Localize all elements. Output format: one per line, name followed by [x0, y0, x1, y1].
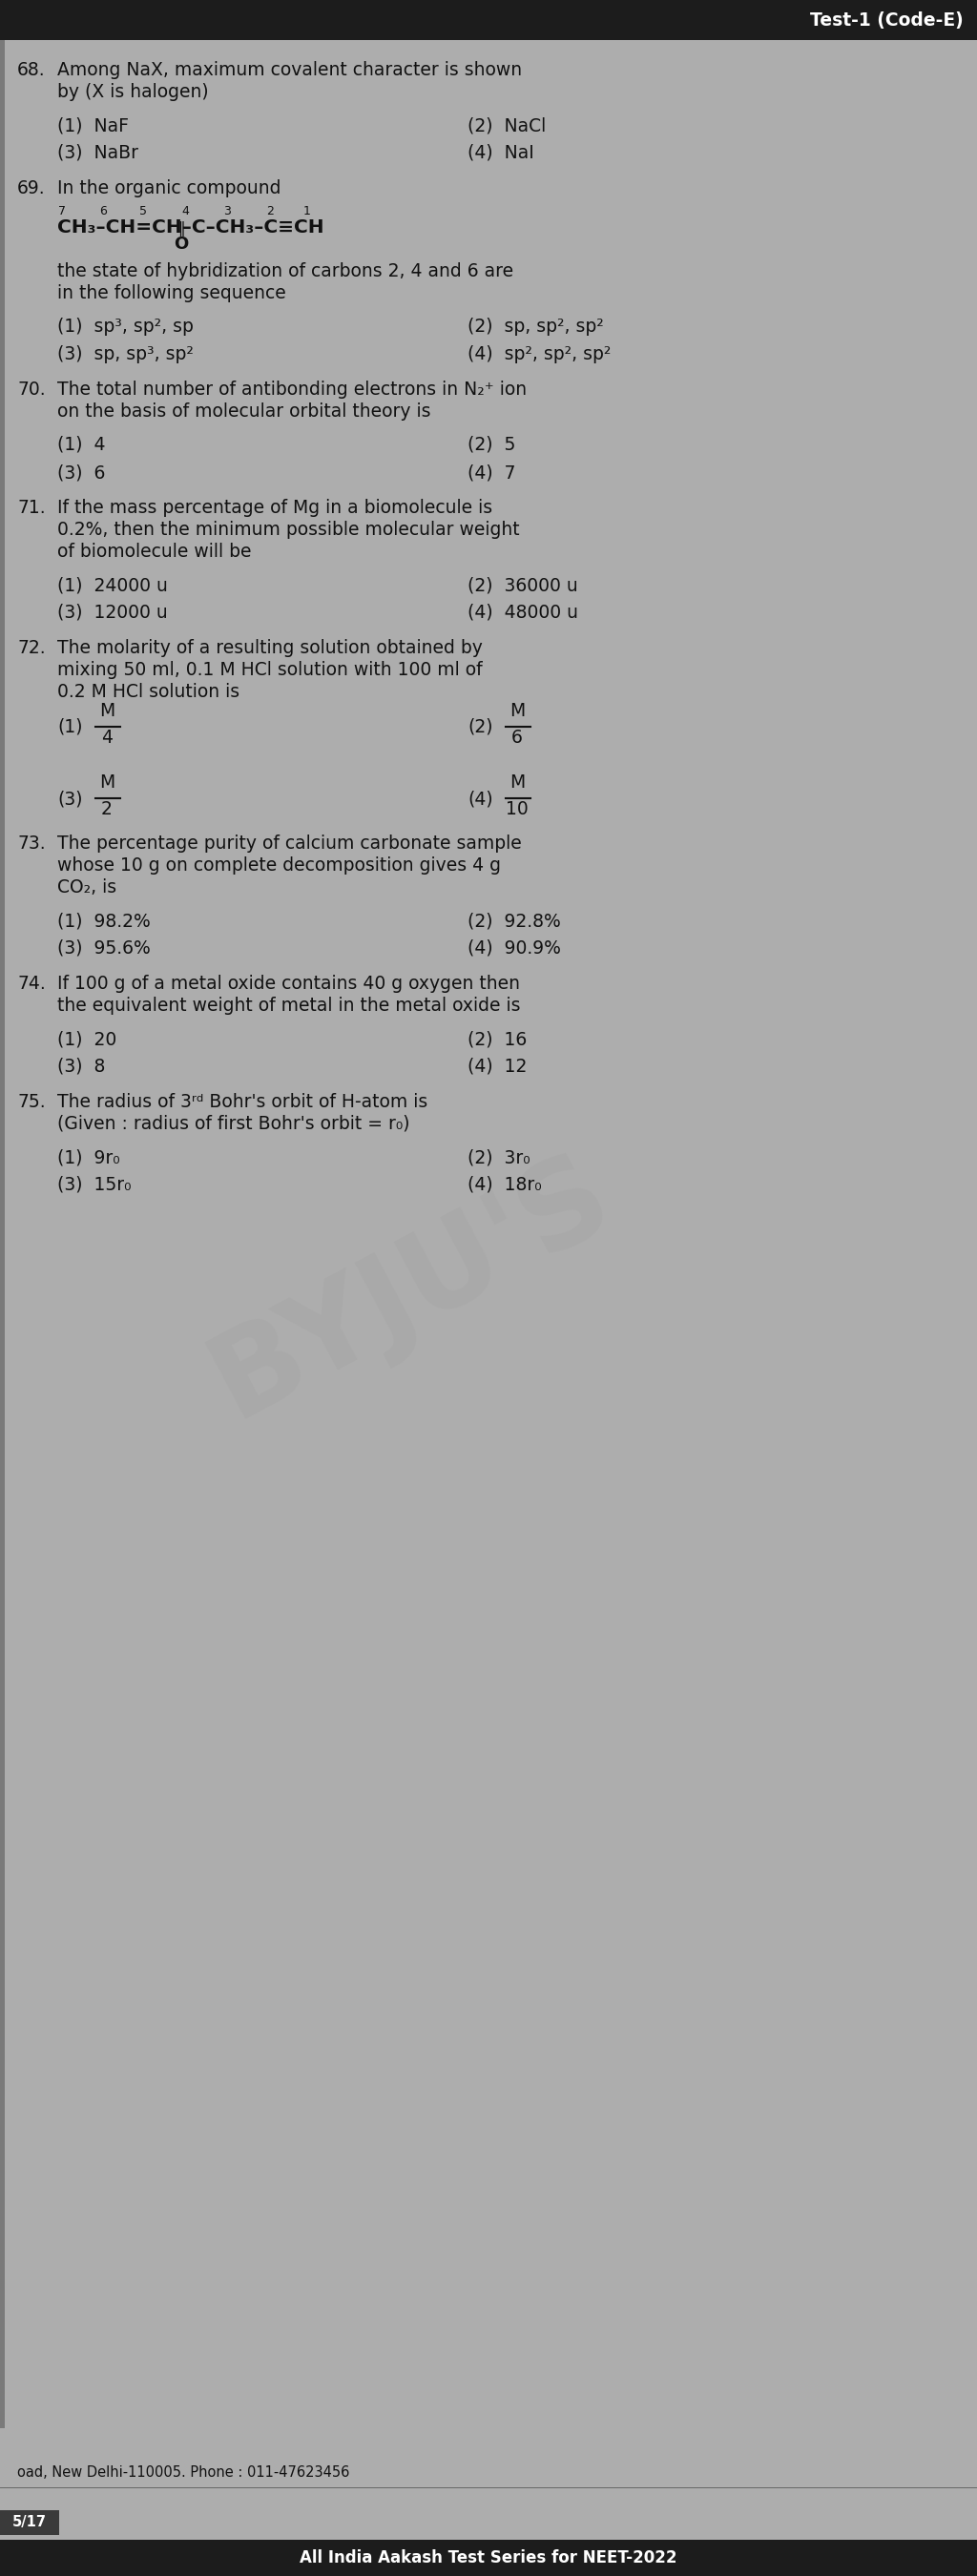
Text: (3)  NaBr: (3) NaBr: [58, 144, 139, 162]
Text: 74.: 74.: [18, 974, 46, 992]
Text: If the mass percentage of Mg in a biomolecule is: If the mass percentage of Mg in a biomol…: [58, 500, 492, 518]
Text: 2: 2: [267, 206, 274, 216]
Text: The total number of antibonding electrons in N₂⁺ ion: The total number of antibonding electron…: [58, 381, 527, 399]
Text: 1: 1: [304, 206, 311, 216]
Text: M: M: [99, 701, 114, 721]
Text: CO₂, is: CO₂, is: [58, 878, 116, 896]
Text: The radius of 3ʳᵈ Bohr's orbit of H-atom is: The radius of 3ʳᵈ Bohr's orbit of H-atom…: [58, 1092, 428, 1110]
Text: (3): (3): [58, 791, 82, 809]
Text: 73.: 73.: [18, 835, 46, 853]
Text: Test-1 (Code-E): Test-1 (Code-E): [810, 10, 963, 28]
Text: (1)  98.2%: (1) 98.2%: [58, 912, 150, 930]
Text: (2)  sp, sp², sp²: (2) sp, sp², sp²: [468, 317, 604, 335]
Text: (4)  NaI: (4) NaI: [468, 144, 534, 162]
Text: 5/17: 5/17: [13, 2514, 47, 2530]
FancyBboxPatch shape: [0, 0, 977, 41]
FancyBboxPatch shape: [0, 41, 5, 2429]
Text: M: M: [99, 773, 114, 791]
Text: 75.: 75.: [18, 1092, 46, 1110]
Text: oad, New Delhi-110005. Phone : 011-47623456: oad, New Delhi-110005. Phone : 011-47623…: [18, 2465, 350, 2481]
Text: (4)  48000 u: (4) 48000 u: [468, 603, 578, 621]
Text: (1)  20: (1) 20: [58, 1030, 116, 1048]
Text: If 100 g of a metal oxide contains 40 g oxygen then: If 100 g of a metal oxide contains 40 g …: [58, 974, 520, 992]
FancyBboxPatch shape: [0, 2509, 60, 2535]
Text: (2)  16: (2) 16: [468, 1030, 527, 1048]
Text: 68.: 68.: [18, 62, 46, 80]
Text: on the basis of molecular orbital theory is: on the basis of molecular orbital theory…: [58, 402, 431, 420]
FancyBboxPatch shape: [0, 2540, 977, 2576]
Text: 7: 7: [59, 206, 65, 216]
Text: In the organic compound: In the organic compound: [58, 180, 281, 198]
Text: (4)  7: (4) 7: [468, 464, 516, 482]
Text: (3)  95.6%: (3) 95.6%: [58, 940, 150, 958]
Text: Among NaX, maximum covalent character is shown: Among NaX, maximum covalent character is…: [58, 62, 522, 80]
Text: the state of hybridization of carbons 2, 4 and 6 are: the state of hybridization of carbons 2,…: [58, 263, 514, 281]
Text: (2)  36000 u: (2) 36000 u: [468, 577, 578, 595]
Text: The molarity of a resulting solution obtained by: The molarity of a resulting solution obt…: [58, 639, 483, 657]
Text: (3)  sp, sp³, sp²: (3) sp, sp³, sp²: [58, 345, 193, 363]
Text: (1)  NaF: (1) NaF: [58, 116, 129, 134]
Text: M: M: [509, 773, 525, 791]
Text: (3)  15r₀: (3) 15r₀: [58, 1175, 131, 1195]
Text: the equivalent weight of metal in the metal oxide is: the equivalent weight of metal in the me…: [58, 997, 521, 1015]
Text: 5: 5: [140, 206, 147, 216]
Text: M: M: [509, 701, 525, 721]
Text: (3)  8: (3) 8: [58, 1059, 106, 1077]
Text: 69.: 69.: [18, 180, 46, 198]
Text: (1)  sp³, sp², sp: (1) sp³, sp², sp: [58, 317, 193, 335]
Text: 2: 2: [102, 801, 112, 819]
Text: (1): (1): [58, 719, 82, 737]
Text: O: O: [174, 234, 189, 252]
Text: (2)  NaCl: (2) NaCl: [468, 116, 546, 134]
Text: whose 10 g on complete decomposition gives 4 g: whose 10 g on complete decomposition giv…: [58, 855, 501, 876]
Text: 0.2 M HCl solution is: 0.2 M HCl solution is: [58, 683, 239, 701]
Text: 72.: 72.: [18, 639, 46, 657]
Text: (2)  3r₀: (2) 3r₀: [468, 1149, 531, 1167]
Text: CH₃–CH=CH–C–CH₃–C≡CH: CH₃–CH=CH–C–CH₃–C≡CH: [58, 219, 324, 237]
Text: (3)  12000 u: (3) 12000 u: [58, 603, 168, 621]
Text: 4: 4: [102, 729, 112, 747]
Text: 6: 6: [511, 729, 523, 747]
Text: (4)  18r₀: (4) 18r₀: [468, 1175, 541, 1195]
Text: 6: 6: [100, 206, 106, 216]
Text: 4: 4: [182, 206, 189, 216]
Text: of biomolecule will be: of biomolecule will be: [58, 544, 251, 562]
Text: 71.: 71.: [18, 500, 46, 518]
Text: (4)  90.9%: (4) 90.9%: [468, 940, 561, 958]
Text: (1)  24000 u: (1) 24000 u: [58, 577, 168, 595]
Text: in the following sequence: in the following sequence: [58, 283, 286, 301]
Text: (2)  5: (2) 5: [468, 435, 516, 453]
Text: mixing 50 ml, 0.1 M HCl solution with 100 ml of: mixing 50 ml, 0.1 M HCl solution with 10…: [58, 662, 483, 680]
Text: (4): (4): [468, 791, 493, 809]
Text: (1)  9r₀: (1) 9r₀: [58, 1149, 120, 1167]
Text: The percentage purity of calcium carbonate sample: The percentage purity of calcium carbona…: [58, 835, 522, 853]
Text: (3)  6: (3) 6: [58, 464, 106, 482]
Text: (Given : radius of first Bohr's orbit = r₀): (Given : radius of first Bohr's orbit = …: [58, 1115, 409, 1133]
Text: (4)  12: (4) 12: [468, 1059, 527, 1077]
Text: (2): (2): [468, 719, 492, 737]
Text: by (X is halogen): by (X is halogen): [58, 82, 209, 100]
Text: 70.: 70.: [18, 381, 46, 399]
Text: 0.2%, then the minimum possible molecular weight: 0.2%, then the minimum possible molecula…: [58, 520, 520, 538]
Text: (2)  92.8%: (2) 92.8%: [468, 912, 561, 930]
Text: All India Aakash Test Series for NEET-2022: All India Aakash Test Series for NEET-20…: [300, 2550, 677, 2566]
Text: 10: 10: [506, 801, 529, 819]
Text: 3: 3: [224, 206, 231, 216]
Text: (1)  4: (1) 4: [58, 435, 106, 453]
Text: (4)  sp², sp², sp²: (4) sp², sp², sp²: [468, 345, 611, 363]
Text: BYJU'S: BYJU'S: [191, 1136, 629, 1443]
Text: ‖: ‖: [178, 222, 185, 237]
